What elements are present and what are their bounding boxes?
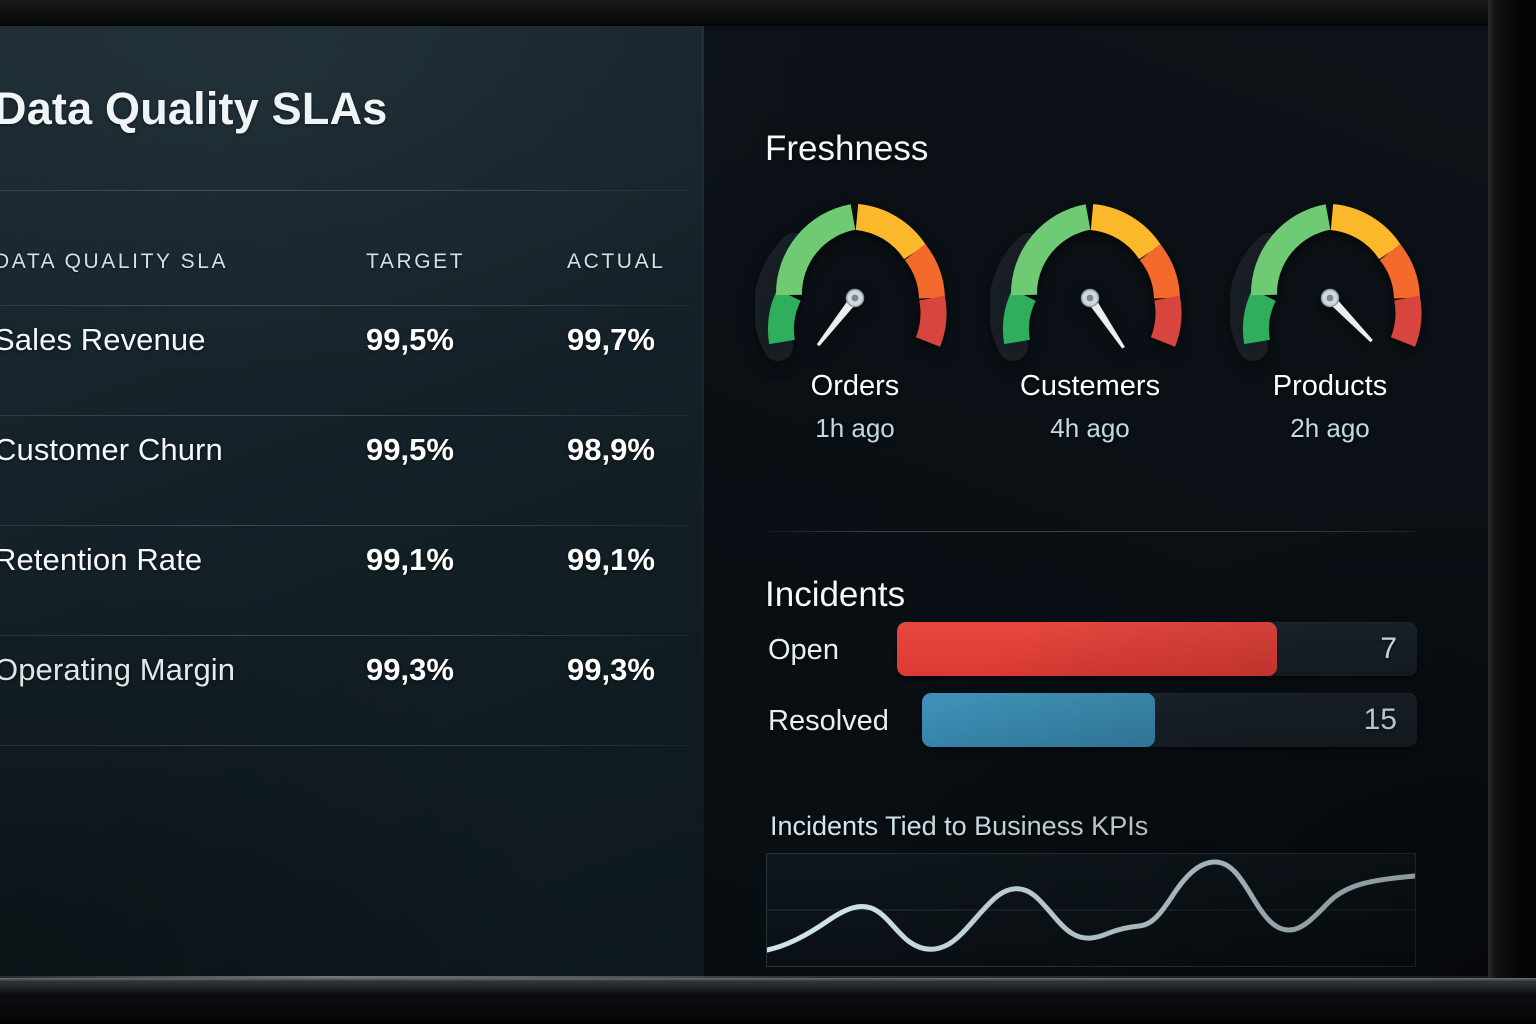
incident-bar-open[interactable] — [897, 622, 1417, 676]
table-cell-target: 99,3% — [366, 652, 454, 687]
gauge-needle — [816, 295, 859, 347]
sparkline-chart — [766, 853, 1416, 967]
freshness-section-title: Freshness — [765, 129, 929, 168]
table-row: Retention Rate — [0, 542, 203, 577]
bezel-top — [0, 0, 1536, 26]
bezel-bottom — [0, 978, 1536, 1024]
metrics-panel — [704, 26, 1488, 978]
sla-panel: Data Quality SLAs DATA QUALITY SLA TARGE… — [0, 26, 703, 978]
row-divider — [0, 635, 690, 636]
sparkline-caption: Incidents Tied to Business KPIs — [770, 811, 1149, 841]
table-row: Operating Margin — [0, 652, 236, 687]
gauge-sublabel: 1h ago — [815, 413, 895, 443]
gauge-products: Products 2h ago — [1230, 194, 1430, 443]
table-cell-actual: 98,9% — [567, 432, 655, 467]
incident-label-open: Open — [768, 634, 839, 666]
gauge-products-dial — [1230, 204, 1422, 361]
gauge-sublabel: 4h ago — [1050, 413, 1130, 443]
sparkline-svg — [767, 859, 1415, 953]
incident-label-resolved: Resolved — [768, 705, 889, 737]
screen: Data Quality SLAs DATA QUALITY SLA TARGE… — [0, 26, 1488, 978]
gauge-orders-dial — [755, 204, 947, 361]
incident-bar-resolved-fill — [922, 693, 1155, 747]
section-divider — [765, 531, 1415, 532]
sparkline-path — [767, 859, 1415, 953]
bezel-bottom-highlight — [0, 976, 1488, 979]
incident-value-open: 7 — [1380, 632, 1397, 665]
gauge-label: Custemers — [1019, 370, 1161, 402]
panel-divider — [702, 26, 704, 978]
row-divider — [0, 415, 690, 416]
header-divider — [0, 305, 690, 306]
table-header-actual: ACTUAL — [567, 250, 666, 273]
row-divider — [0, 745, 690, 746]
table-header-target: TARGET — [366, 250, 466, 273]
incident-value-resolved: 15 — [1363, 703, 1397, 736]
table-row: Sales Revenue — [0, 322, 206, 357]
table-cell-actual: 99,1% — [567, 542, 655, 577]
table-cell-target: 99,1% — [366, 542, 454, 577]
table-cell-target: 99,5% — [366, 322, 454, 357]
gauge-custemers-dial — [990, 204, 1182, 361]
gauge-needle — [1326, 294, 1373, 343]
page-title: Data Quality SLAs — [0, 83, 388, 134]
table-header-sla: DATA QUALITY SLA — [0, 250, 229, 273]
incidents-section-title: Incidents — [765, 575, 906, 614]
title-divider — [0, 190, 690, 191]
row-divider — [0, 525, 690, 526]
table-row: Customer Churn — [0, 432, 223, 467]
gauge-sublabel: 2h ago — [1290, 413, 1370, 443]
bezel-right — [1488, 0, 1536, 1024]
gauge-orders: Orders 1h ago — [755, 194, 955, 443]
table-cell-actual: 99,3% — [567, 652, 655, 687]
table-cell-target: 99,5% — [366, 432, 454, 467]
incident-bar-resolved[interactable] — [922, 693, 1417, 747]
table-cell-actual: 99,7% — [567, 322, 655, 357]
sla-table: DATA QUALITY SLA TARGET ACTUAL Sales Rev… — [0, 26, 703, 978]
gauge-custemers: Custemers 4h ago — [990, 194, 1190, 443]
incident-bar-open-fill — [897, 622, 1277, 676]
gauge-label: Orders — [810, 370, 900, 402]
gauge-needle — [1086, 295, 1125, 349]
gauge-label: Products — [1272, 370, 1388, 402]
